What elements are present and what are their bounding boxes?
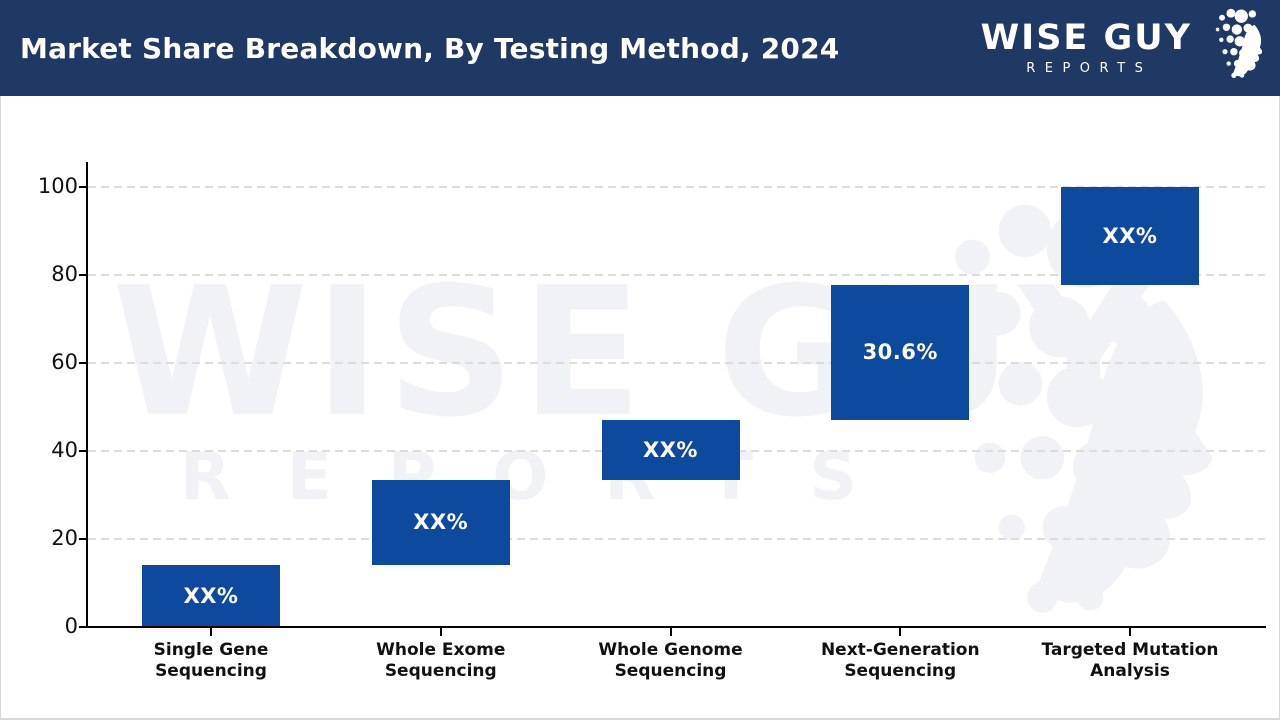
x-tick-mark bbox=[899, 628, 902, 636]
y-tick-label: 60 bbox=[51, 349, 78, 374]
x-category-label-targeted-mutation-analysis: Targeted Mutation Analysis bbox=[1010, 640, 1250, 682]
brand-name: WISE GUY bbox=[980, 17, 1192, 58]
bar-targeted-mutation-analysis: XX% bbox=[1061, 186, 1199, 286]
x-tick-mark bbox=[669, 628, 672, 636]
y-tick-label: 20 bbox=[51, 525, 78, 550]
x-category-label-line: Sequencing bbox=[844, 661, 957, 681]
bar-whole-genome-sequencing: XX% bbox=[601, 419, 740, 480]
y-tick-label: 80 bbox=[51, 261, 78, 286]
gridline-20 bbox=[88, 537, 1265, 540]
y-tick-label: 100 bbox=[37, 173, 78, 198]
x-category-label-line: Sequencing bbox=[155, 661, 267, 681]
bar-value-label: 30.6% bbox=[862, 340, 938, 365]
x-category-label-line: Single Gene bbox=[153, 640, 269, 660]
bar-value-label: XX% bbox=[1102, 223, 1158, 248]
bar-value-label: XX% bbox=[413, 510, 469, 535]
y-tick-mark bbox=[79, 361, 87, 364]
x-tick-mark bbox=[439, 628, 442, 636]
bar-single-gene-sequencing: XX% bbox=[142, 564, 280, 627]
y-tick-mark bbox=[79, 537, 87, 540]
brand-face-icon bbox=[1215, 8, 1262, 78]
gridline-60 bbox=[88, 361, 1265, 364]
watermark-text-reports: REPORTS bbox=[180, 438, 913, 515]
x-category-label-next-generation-sequencing: Next-Generation Sequencing bbox=[780, 640, 1020, 682]
brand-logo-text: WISE GUY REPORTS bbox=[980, 17, 1192, 76]
y-tick-label: 40 bbox=[51, 437, 78, 462]
x-tick-mark bbox=[210, 628, 212, 636]
gridline-100 bbox=[88, 185, 1265, 188]
x-category-label-line: Sequencing bbox=[384, 661, 497, 681]
x-category-label-whole-genome-sequencing: Whole Genome Sequencing bbox=[551, 640, 791, 682]
header-bar: Market Share Breakdown, By Testing Metho… bbox=[0, 0, 1280, 96]
bar-whole-exome-sequencing: XX% bbox=[371, 479, 510, 565]
chart-area: WISE GUY REPORTS bbox=[0, 96, 1280, 720]
x-category-label-line: Targeted Mutation bbox=[1041, 640, 1219, 660]
bar-value-label: XX% bbox=[183, 583, 239, 608]
y-tick-mark bbox=[79, 273, 87, 276]
watermark-text: WISE GUY bbox=[112, 249, 1154, 456]
plot-area: 0 20 40 60 80 100 XX% Single Gene Sequencing XX% W… bbox=[0, 96, 1280, 720]
y-tick-mark bbox=[79, 185, 87, 188]
bar-next-generation-sequencing: 30.6% bbox=[831, 285, 970, 420]
x-category-label-whole-exome-sequencing: Whole Exome Sequencing bbox=[321, 640, 561, 682]
chart-title: Market Share Breakdown, By Testing Metho… bbox=[20, 31, 840, 65]
x-category-label-line: Whole Exome bbox=[376, 640, 506, 660]
y-tick-label: 0 bbox=[64, 613, 78, 638]
y-tick-mark bbox=[79, 625, 87, 628]
x-category-label-line: Next-Generation bbox=[820, 640, 980, 660]
brand-logo: WISE GUY REPORTS bbox=[981, 6, 1262, 90]
y-axis-line bbox=[86, 162, 88, 628]
x-category-label-single-gene-sequencing: Single Gene Sequencing bbox=[91, 640, 331, 682]
brand-subtitle: REPORTS bbox=[1026, 60, 1153, 76]
x-category-label-line: Sequencing bbox=[614, 661, 727, 681]
x-axis-line bbox=[86, 626, 1266, 628]
x-category-label-line: Whole Genome bbox=[598, 640, 743, 660]
gridline-80 bbox=[88, 273, 1265, 276]
bar-value-label: XX% bbox=[643, 437, 698, 462]
x-category-label-line: Analysis bbox=[1090, 661, 1170, 681]
x-tick-mark bbox=[1129, 628, 1131, 636]
y-tick-mark bbox=[79, 449, 87, 452]
